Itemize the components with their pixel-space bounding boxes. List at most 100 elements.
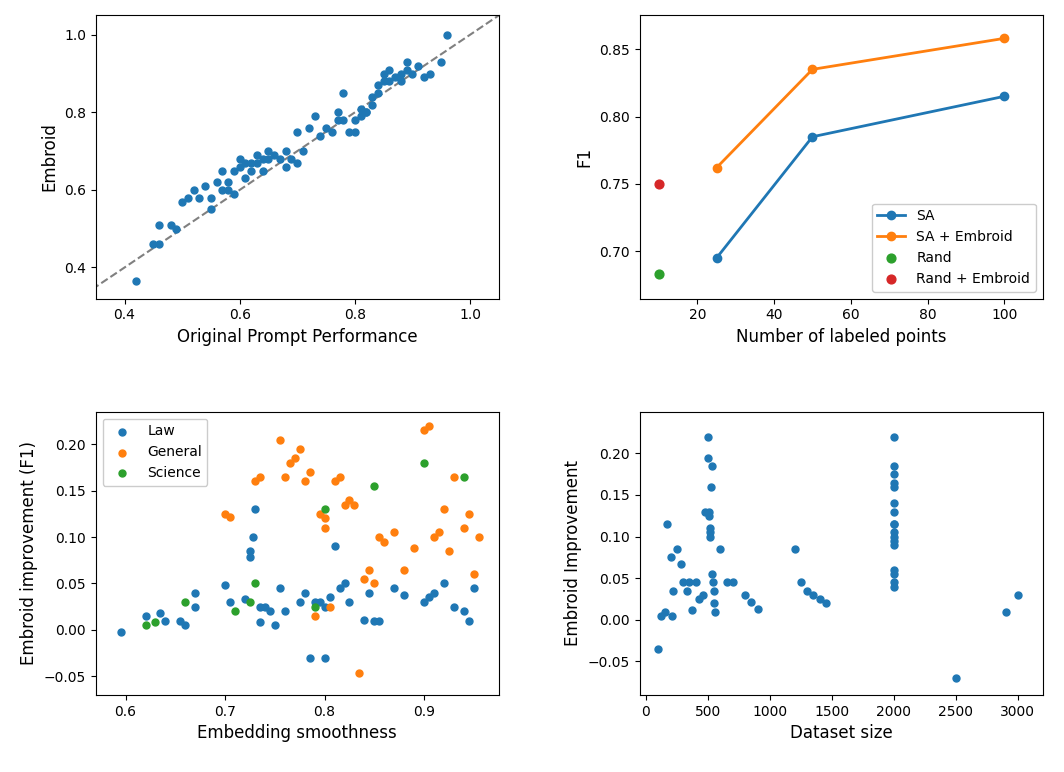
Point [340, 126, 358, 138]
Point [254, 153, 271, 165]
General [247, 475, 264, 487]
Point [214, 184, 231, 196]
Point [675, 576, 692, 588]
Law [236, 593, 253, 605]
Point [681, 576, 698, 588]
Point [1010, 589, 1027, 601]
Law [321, 591, 338, 604]
Point [237, 172, 254, 185]
SA + Embroid [807, 65, 819, 74]
Point [652, 610, 669, 622]
General [446, 470, 463, 482]
Point [885, 476, 902, 489]
General [306, 610, 323, 622]
Point [209, 176, 226, 188]
Law [316, 601, 333, 613]
Law [336, 577, 353, 590]
Y-axis label: Embroid: Embroid [40, 123, 59, 191]
Law [306, 596, 323, 608]
General [311, 508, 328, 520]
Law [266, 619, 283, 631]
Point [317, 122, 334, 134]
General [340, 494, 358, 506]
Point [231, 161, 248, 173]
Point [278, 145, 295, 157]
Point [743, 595, 760, 608]
Law [340, 596, 358, 608]
Law [112, 625, 129, 638]
Point [145, 238, 162, 250]
Point [703, 459, 720, 472]
SA [998, 92, 1011, 101]
Point [335, 86, 352, 99]
Point [364, 90, 381, 103]
Law [326, 540, 343, 553]
Point [885, 576, 902, 588]
SA [710, 253, 722, 262]
Point [659, 518, 676, 530]
Science [247, 577, 264, 590]
Point [691, 593, 708, 605]
Science [306, 601, 323, 613]
Point [705, 584, 722, 597]
General [301, 466, 318, 478]
Point [679, 584, 696, 597]
Point [793, 576, 810, 588]
Law [461, 615, 478, 627]
Science [137, 619, 154, 631]
Point [885, 431, 902, 443]
Law [242, 545, 259, 557]
Point [352, 110, 369, 123]
Law [221, 596, 238, 608]
Point [219, 176, 236, 188]
Point [885, 564, 902, 576]
Point [885, 518, 902, 530]
Point [799, 584, 816, 597]
Point [786, 543, 803, 555]
Y-axis label: Embroid Improvement: Embroid Improvement [564, 460, 582, 646]
Point [226, 164, 243, 177]
Point [701, 506, 718, 518]
Point [885, 568, 902, 581]
Law [396, 588, 413, 601]
Point [248, 157, 265, 169]
Rand [650, 268, 667, 280]
Point [243, 157, 260, 169]
Point [346, 126, 363, 138]
Point [260, 145, 277, 157]
General [351, 667, 368, 679]
Point [672, 558, 689, 571]
Point [381, 75, 398, 87]
General [271, 433, 288, 445]
Law [171, 615, 188, 627]
Point [254, 164, 271, 177]
Point [288, 126, 305, 138]
Point [885, 539, 902, 551]
Point [283, 153, 300, 165]
General [326, 475, 343, 487]
Point [736, 589, 753, 601]
Point [271, 153, 288, 165]
Point [410, 59, 427, 72]
Point [702, 530, 719, 543]
General [292, 442, 309, 455]
Law [455, 605, 472, 618]
Point [947, 672, 964, 684]
General [470, 531, 487, 543]
Point [151, 218, 168, 231]
X-axis label: Original Prompt Performance: Original Prompt Performance [177, 328, 417, 346]
Law [247, 503, 264, 516]
SA + Embroid [998, 34, 1011, 43]
Point [702, 480, 719, 493]
General [431, 527, 448, 539]
Point [656, 605, 674, 618]
Line: SA: SA [712, 92, 1009, 262]
SA [807, 132, 819, 141]
Point [718, 576, 735, 588]
Y-axis label: Embroid improvement (F1): Embroid improvement (F1) [20, 442, 38, 665]
Legend: Law, General, Science: Law, General, Science [103, 418, 207, 486]
General [420, 419, 437, 432]
Point [885, 468, 902, 480]
Point [346, 114, 363, 127]
General [331, 470, 348, 482]
